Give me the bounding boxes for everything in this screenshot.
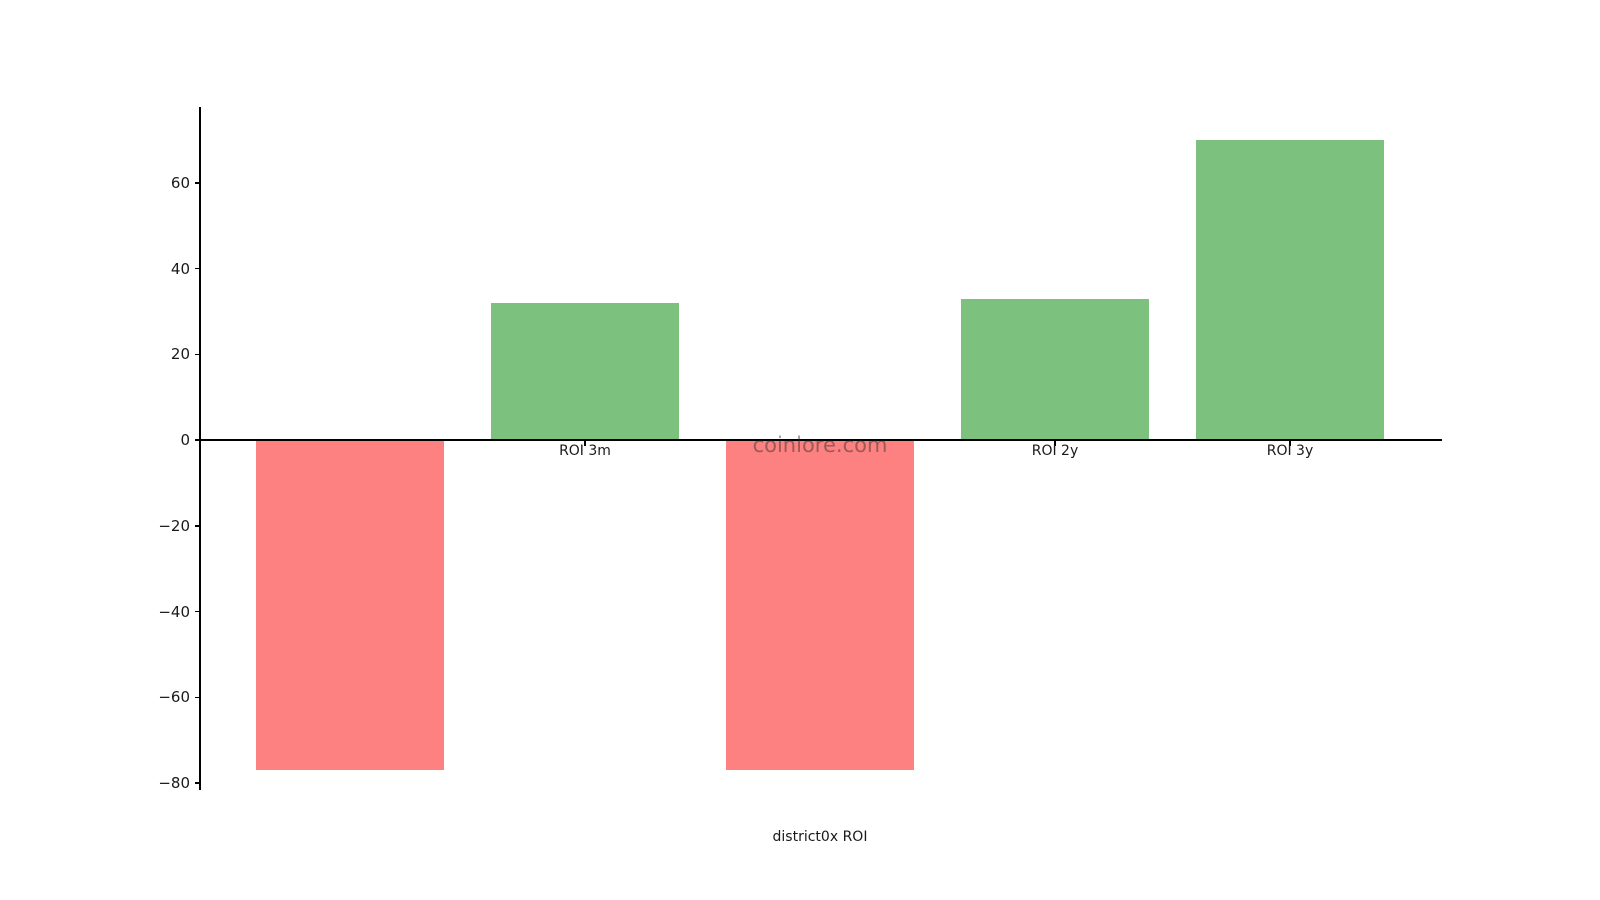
y-tick-mark	[195, 782, 200, 784]
watermark-text: coinlore.com	[752, 433, 888, 457]
y-tick-label: 40	[170, 259, 190, 278]
x-axis-title: district0x ROI	[772, 829, 868, 845]
y-tick-mark	[195, 696, 200, 698]
x-axis-zero-line	[200, 439, 1442, 441]
x-tick-mark	[584, 440, 586, 446]
bar-unlabeled-3	[726, 440, 914, 771]
x-tick-label: ROI 3y	[1266, 443, 1314, 459]
bar-unlabeled-1	[256, 440, 444, 771]
y-tick-mark	[195, 267, 200, 270]
y-tick-label: −60	[158, 688, 190, 707]
y-tick-label: 20	[170, 345, 190, 364]
y-tick-mark	[195, 182, 200, 184]
y-tick-label: 60	[170, 173, 190, 192]
x-tick-mark	[1289, 440, 1291, 446]
y-tick-label: 0	[180, 431, 190, 449]
x-tick-label: ROI 3m	[559, 443, 611, 459]
y-tick-label: −40	[158, 602, 190, 621]
y-tick-mark	[195, 439, 200, 441]
y-axis-line	[199, 107, 201, 790]
bar-roi-2y	[961, 298, 1149, 440]
y-tick-label: −80	[158, 774, 190, 792]
y-tick-mark	[195, 610, 200, 613]
y-tick-mark	[195, 353, 200, 355]
y-tick-mark	[195, 525, 200, 527]
bar-roi-3m	[491, 302, 679, 440]
y-tick-label: −20	[158, 516, 190, 535]
x-tick-label: ROI 2y	[1031, 443, 1079, 459]
bar-roi-3y	[1196, 139, 1384, 440]
x-tick-mark	[1054, 440, 1056, 446]
